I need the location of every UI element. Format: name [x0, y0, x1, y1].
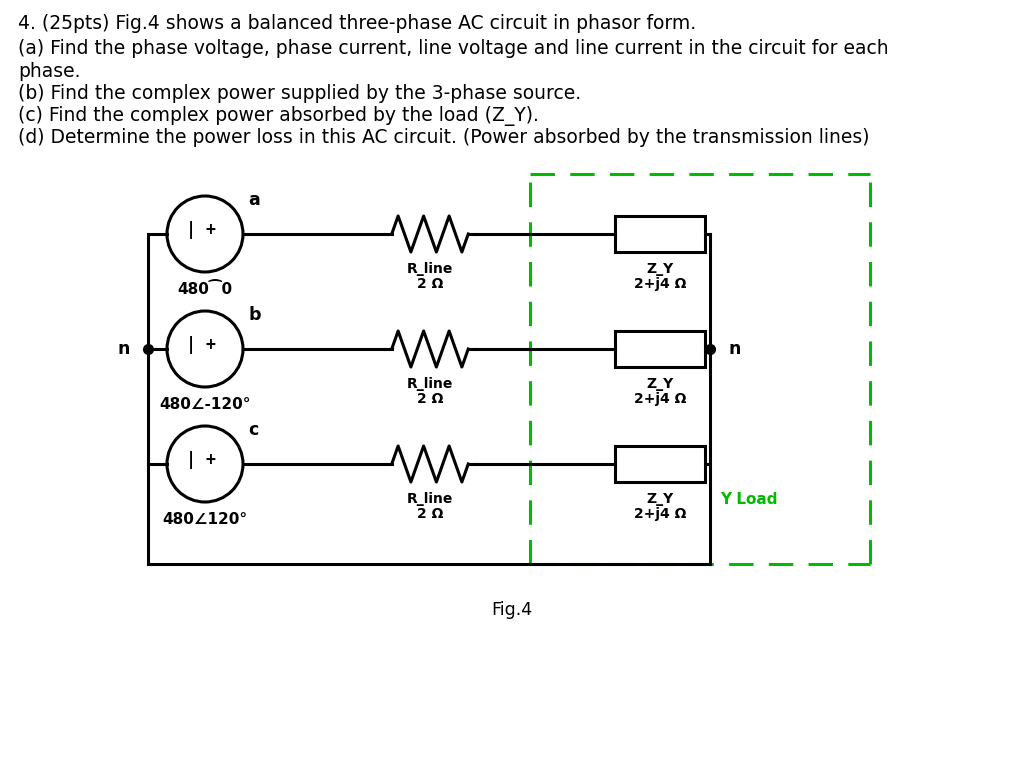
Text: 2 Ω: 2 Ω	[417, 507, 443, 521]
Text: 2 Ω: 2 Ω	[417, 392, 443, 406]
Text: c: c	[248, 421, 258, 439]
Text: phase.: phase.	[18, 62, 81, 81]
Text: 2 Ω: 2 Ω	[417, 277, 443, 291]
Text: R_line: R_line	[407, 492, 454, 506]
Text: 480∠-120°: 480∠-120°	[160, 397, 251, 412]
Text: 2+j4 Ω: 2+j4 Ω	[634, 507, 686, 521]
Text: 480∠120°: 480∠120°	[163, 512, 248, 527]
Text: R_line: R_line	[407, 262, 454, 276]
Text: (d) Determine the power loss in this AC circuit. (Power absorbed by the transmis: (d) Determine the power loss in this AC …	[18, 128, 869, 147]
Text: (b) Find the complex power supplied by the 3-phase source.: (b) Find the complex power supplied by t…	[18, 84, 582, 103]
Text: b: b	[248, 306, 260, 324]
Text: n: n	[728, 340, 740, 358]
Text: 480⁀0: 480⁀0	[177, 282, 232, 297]
Bar	[615, 446, 705, 482]
Text: 2+j4 Ω: 2+j4 Ω	[634, 277, 686, 291]
Text: Z_Y: Z_Y	[646, 492, 674, 506]
Text: n: n	[118, 340, 130, 358]
Text: R_line: R_line	[407, 377, 454, 391]
Bar	[615, 216, 705, 252]
Text: 2+j4 Ω: 2+j4 Ω	[634, 392, 686, 406]
Text: | +: | +	[186, 221, 216, 239]
Text: (c) Find the complex power absorbed by the load (Z_Y).: (c) Find the complex power absorbed by t…	[18, 106, 539, 126]
Text: Z_Y: Z_Y	[646, 377, 674, 391]
Text: Z_Y: Z_Y	[646, 262, 674, 276]
Text: Fig.4: Fig.4	[492, 601, 532, 619]
Text: 4. (25pts) Fig.4 shows a balanced three-phase AC circuit in phasor form.: 4. (25pts) Fig.4 shows a balanced three-…	[18, 14, 696, 33]
Bar	[615, 331, 705, 367]
Text: (a) Find the phase voltage, phase current, line voltage and line current in the : (a) Find the phase voltage, phase curren…	[18, 39, 889, 58]
Text: a: a	[248, 191, 260, 209]
Text: Y Load: Y Load	[720, 492, 777, 507]
Text: | +: | +	[186, 451, 216, 469]
Text: | +: | +	[186, 336, 216, 354]
